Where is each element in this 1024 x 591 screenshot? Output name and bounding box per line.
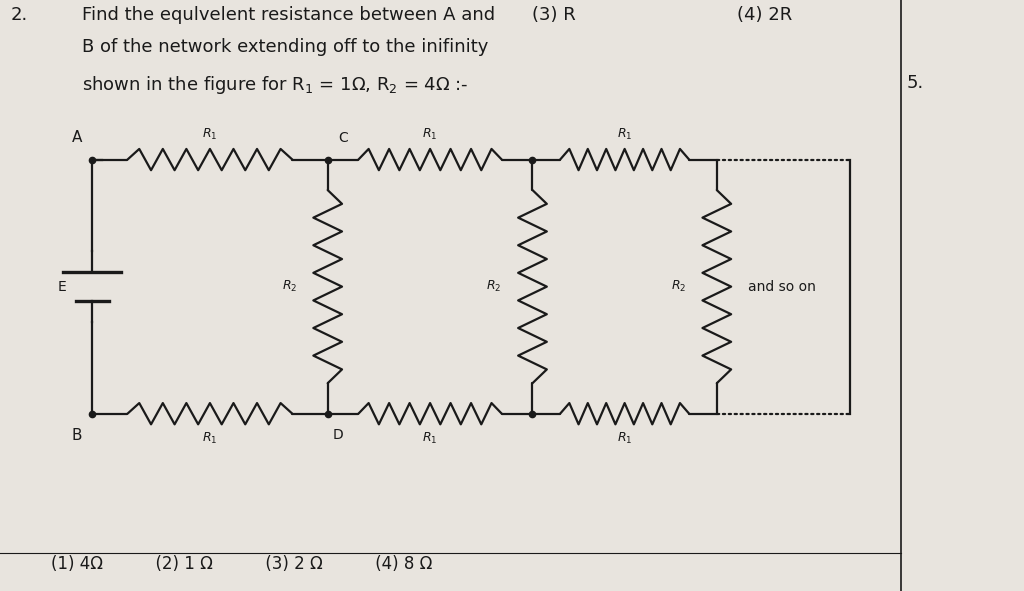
Text: $R_1$: $R_1$ [202,431,218,446]
Text: B of the network extending off to the inifinity: B of the network extending off to the in… [82,38,488,56]
Text: Find the equlvelent resistance between A and: Find the equlvelent resistance between A… [82,6,495,24]
Text: $R_1$: $R_1$ [422,126,438,142]
Text: C: C [338,131,348,145]
Text: $R_2$: $R_2$ [486,279,502,294]
Text: (4) 2R: (4) 2R [737,6,793,24]
Text: A: A [72,130,82,145]
Text: $R_1$: $R_1$ [616,126,633,142]
Text: D: D [333,428,343,443]
Text: $R_1$: $R_1$ [616,431,633,446]
Text: shown in the figure for R$_1$ = 1Ω, R$_2$ = 4Ω :-: shown in the figure for R$_1$ = 1Ω, R$_2… [82,74,469,96]
Text: $R_1$: $R_1$ [422,431,438,446]
Text: and so on: and so on [748,280,815,294]
Text: 5.: 5. [906,74,924,92]
Text: E: E [57,280,67,294]
Text: 2.: 2. [10,6,28,24]
Text: $R_2$: $R_2$ [282,279,297,294]
Text: $R_2$: $R_2$ [671,279,686,294]
Text: B: B [72,428,82,443]
Text: (3) R: (3) R [532,6,577,24]
Text: (1) 4Ω          (2) 1 Ω          (3) 2 Ω          (4) 8 Ω: (1) 4Ω (2) 1 Ω (3) 2 Ω (4) 8 Ω [51,556,432,573]
Text: $R_1$: $R_1$ [202,126,218,142]
